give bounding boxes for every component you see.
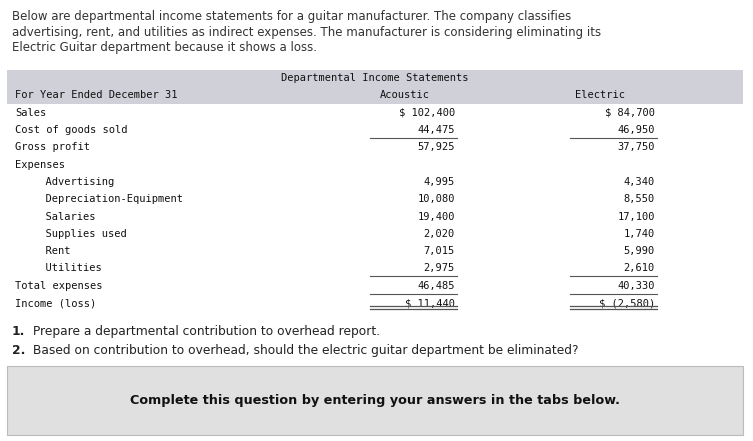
Text: 8,550: 8,550: [623, 194, 655, 204]
Text: For Year Ended December 31: For Year Ended December 31: [15, 90, 178, 101]
Text: Income (loss): Income (loss): [15, 298, 96, 308]
Text: Utilities: Utilities: [33, 263, 102, 273]
Text: 5,990: 5,990: [623, 246, 655, 256]
Text: 57,925: 57,925: [417, 142, 455, 152]
FancyBboxPatch shape: [7, 366, 743, 435]
Text: $ 102,400: $ 102,400: [399, 108, 455, 118]
Text: 2,610: 2,610: [623, 263, 655, 273]
Text: 44,475: 44,475: [417, 125, 455, 135]
Text: 1.: 1.: [12, 325, 26, 338]
Text: 40,330: 40,330: [617, 281, 655, 291]
Text: Departmental Income Statements: Departmental Income Statements: [282, 73, 469, 83]
Text: 7,015: 7,015: [424, 246, 455, 256]
Text: Salaries: Salaries: [33, 212, 96, 221]
FancyBboxPatch shape: [7, 70, 743, 104]
Text: Acoustic: Acoustic: [380, 90, 430, 101]
Text: Sales: Sales: [15, 108, 46, 118]
Text: Expenses: Expenses: [15, 160, 65, 170]
Text: 1,740: 1,740: [623, 229, 655, 239]
Text: Supplies used: Supplies used: [33, 229, 127, 239]
Text: Based on contribution to overhead, should the electric guitar department be elim: Based on contribution to overhead, shoul…: [29, 344, 578, 357]
Text: Advertising: Advertising: [33, 177, 114, 187]
Text: 10,080: 10,080: [417, 194, 455, 204]
Text: 37,750: 37,750: [617, 142, 655, 152]
Text: 4,340: 4,340: [623, 177, 655, 187]
Text: 2,020: 2,020: [424, 229, 455, 239]
Text: $ 11,440: $ 11,440: [405, 298, 455, 308]
Text: Total expenses: Total expenses: [15, 281, 102, 291]
FancyBboxPatch shape: [7, 104, 743, 312]
Text: Rent: Rent: [33, 246, 71, 256]
Text: 46,950: 46,950: [617, 125, 655, 135]
Text: Below are departmental income statements for a guitar manufacturer. The company : Below are departmental income statements…: [12, 10, 572, 23]
Text: $ (2,580): $ (2,580): [599, 298, 655, 308]
Text: Depreciation-Equipment: Depreciation-Equipment: [33, 194, 183, 204]
Text: Gross profit: Gross profit: [15, 142, 90, 152]
Text: Electric: Electric: [575, 90, 625, 101]
Text: 4,995: 4,995: [424, 177, 455, 187]
Text: 2,975: 2,975: [424, 263, 455, 273]
Text: $ 84,700: $ 84,700: [605, 108, 655, 118]
Text: Cost of goods sold: Cost of goods sold: [15, 125, 127, 135]
Text: 2.: 2.: [12, 344, 26, 357]
Text: 46,485: 46,485: [417, 281, 455, 291]
Text: Prepare a departmental contribution to overhead report.: Prepare a departmental contribution to o…: [29, 325, 380, 338]
Text: 19,400: 19,400: [417, 212, 455, 221]
Text: 17,100: 17,100: [617, 212, 655, 221]
Text: Electric Guitar department because it shows a loss.: Electric Guitar department because it sh…: [12, 41, 317, 54]
Text: advertising, rent, and utilities as indirect expenses. The manufacturer is consi: advertising, rent, and utilities as indi…: [12, 26, 601, 38]
Text: Complete this question by entering your answers in the tabs below.: Complete this question by entering your …: [130, 394, 620, 407]
